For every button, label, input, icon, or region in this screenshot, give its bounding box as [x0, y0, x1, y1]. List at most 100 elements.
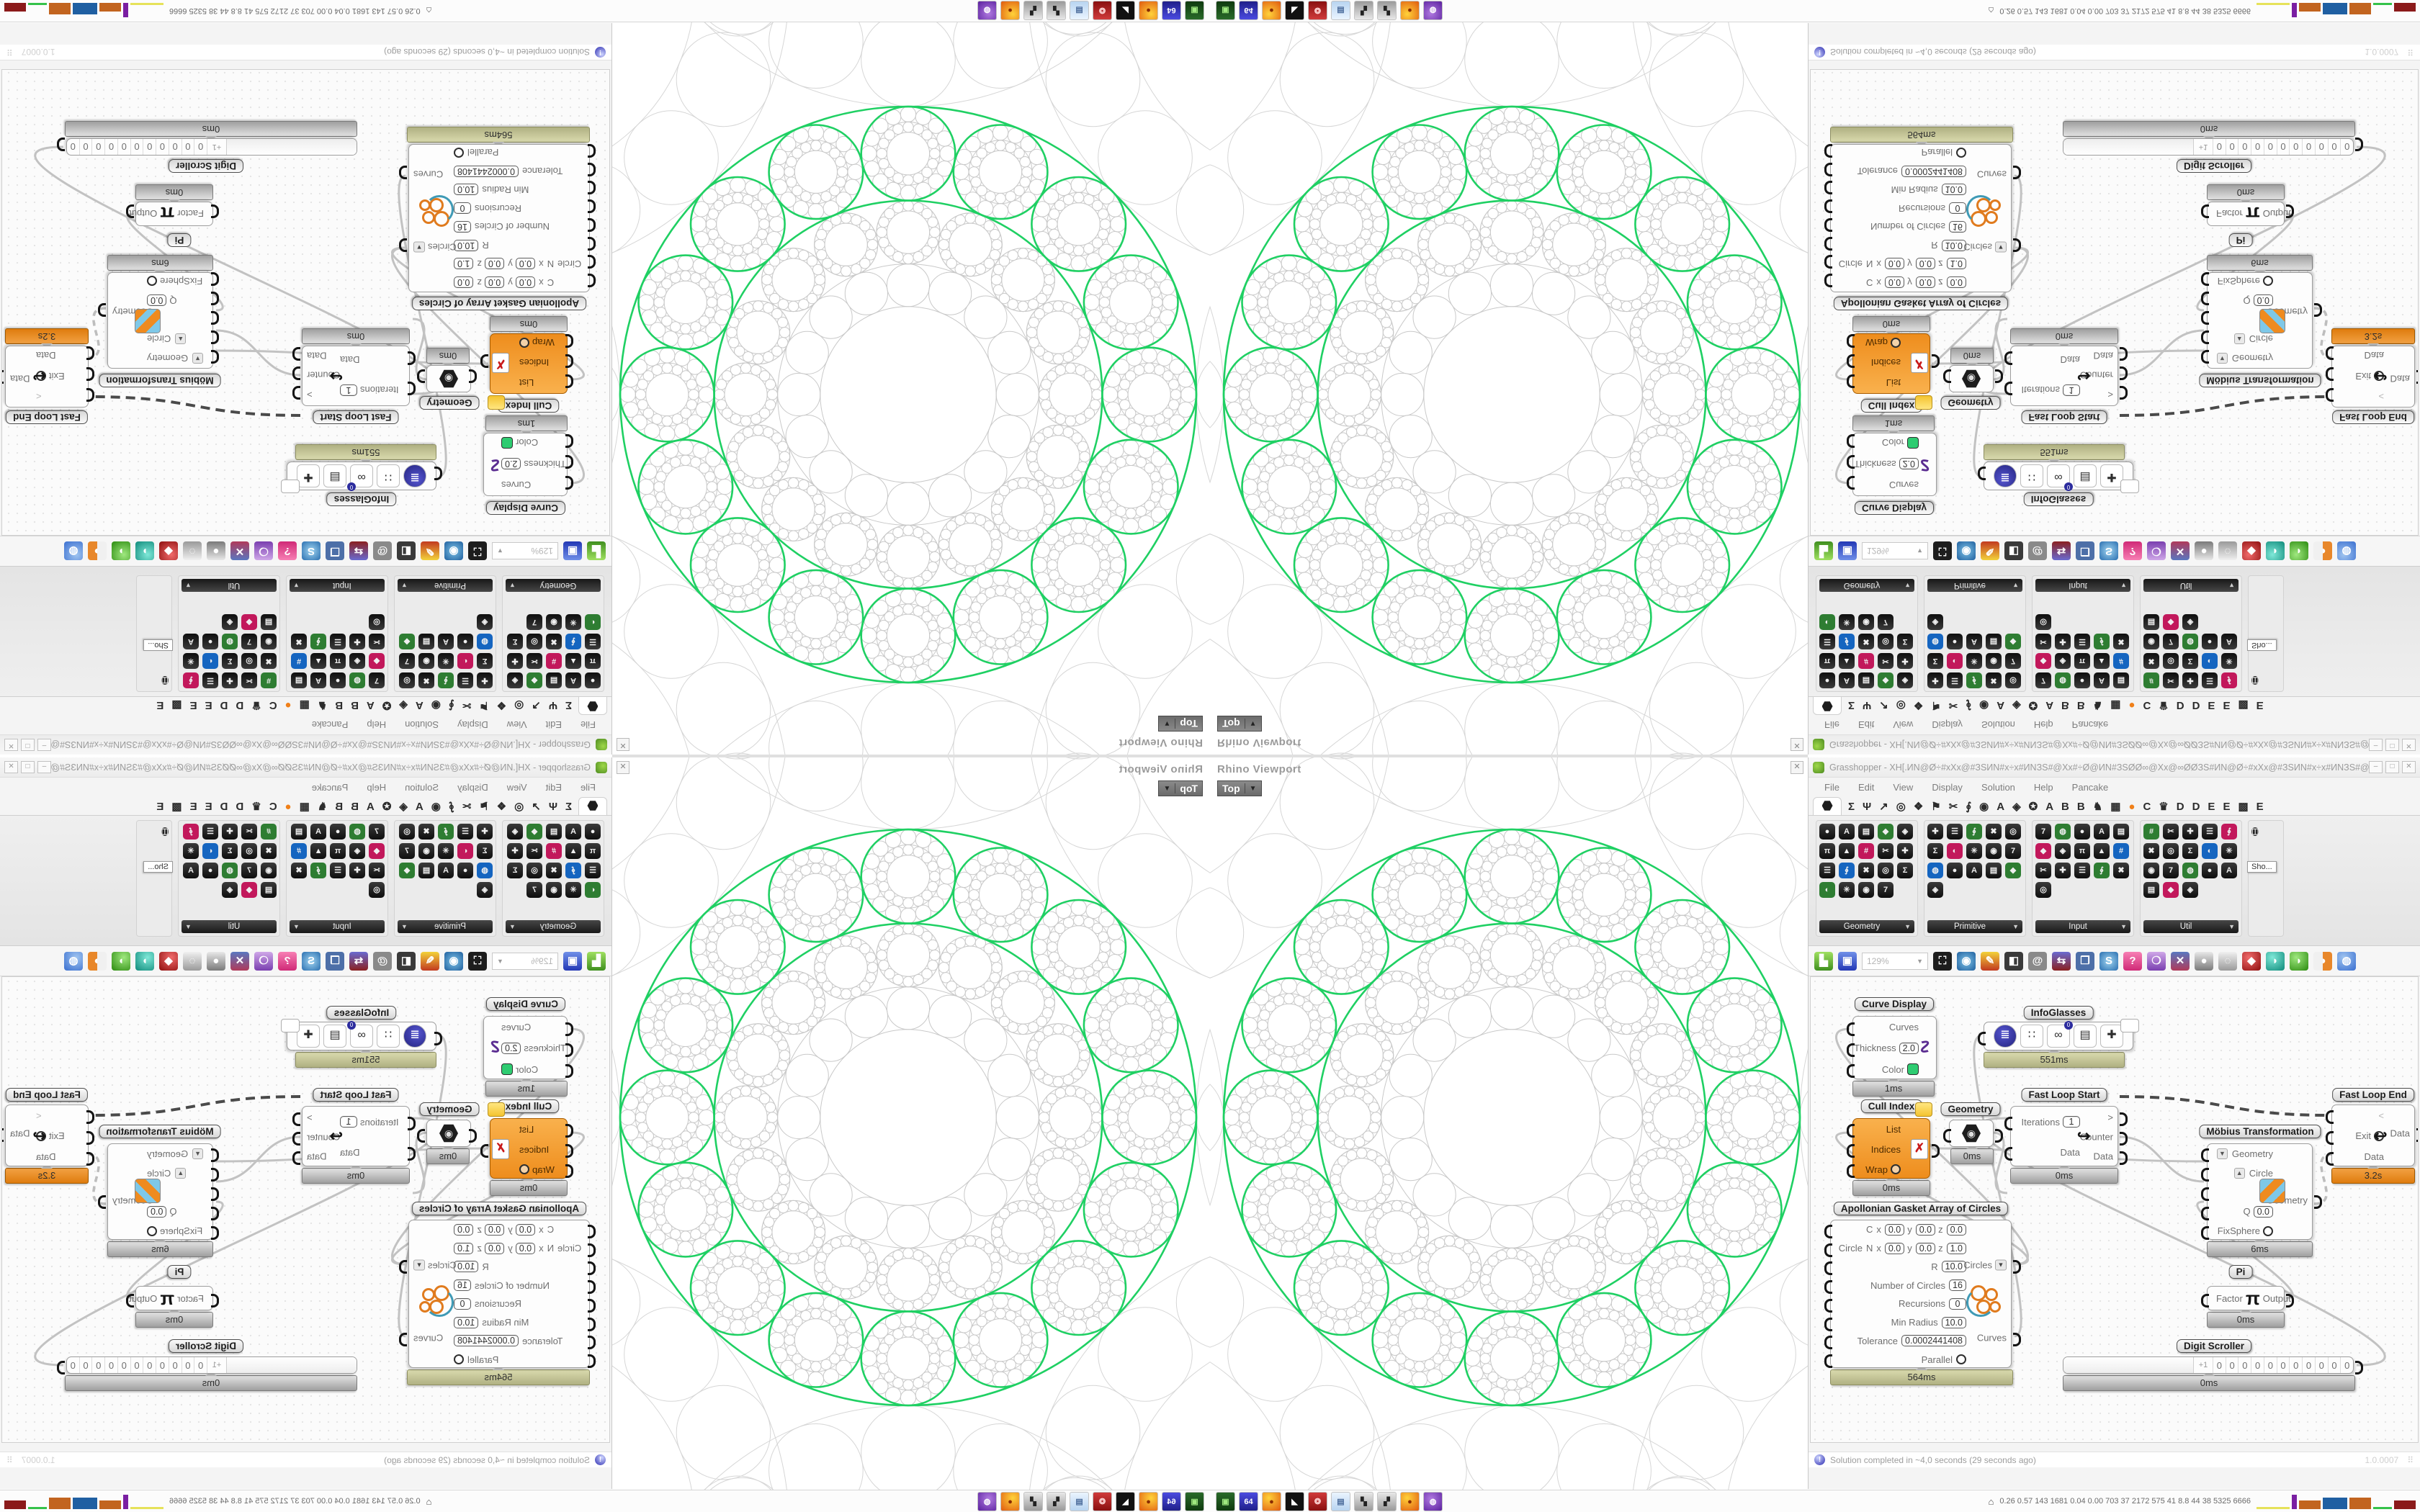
component-label-geometry-param[interactable]: Geometry [419, 396, 480, 410]
component-icon[interactable]: ✳ [183, 653, 199, 669]
palette-tab[interactable]: ✪ [382, 801, 392, 813]
input-hook[interactable] [2201, 311, 2209, 325]
palette-tab[interactable]: ♛ [251, 699, 261, 711]
palette-tab[interactable]: C [2143, 801, 2151, 813]
component-icon[interactable]: ● [330, 824, 346, 840]
component-label-cull-index[interactable]: Cull Index [1860, 399, 1922, 413]
goggles-icon[interactable]: ∞ 0 [347, 464, 373, 491]
palette-tab[interactable]: ▦ [299, 699, 310, 711]
open-file-icon[interactable]: ▙ [1814, 541, 1833, 561]
firefox-2-icon[interactable]: ● [1400, 1492, 1420, 1511]
palette-tab[interactable]: E [2256, 699, 2264, 711]
value-box[interactable]: 0.0 [484, 258, 505, 270]
component-icon[interactable]: ✂ [526, 653, 542, 669]
input-hook[interactable] [1847, 476, 1855, 490]
input-hook[interactable] [1943, 1129, 1951, 1143]
value-box[interactable]: 10.0 [1941, 184, 1966, 196]
scroller-digit[interactable]: 0 [2238, 139, 2251, 155]
component-label-mobius-transformation[interactable]: Möbius Transformation [99, 1125, 221, 1138]
draw-flame-icon[interactable]: ✎ [1981, 951, 1999, 971]
component-fast-loop-start[interactable]: Iterations 1 Data > Counter Data ↪ [2004, 1106, 2128, 1166]
component-label-infoglasses[interactable]: InfoGlasses [2023, 492, 2094, 506]
palette-tab[interactable]: ▦ [2110, 801, 2121, 813]
component-icon[interactable]: ◉ [418, 653, 434, 669]
component-icon[interactable]: ▲ [565, 843, 581, 859]
component-icon[interactable]: ▲ [1839, 653, 1855, 669]
component-icon[interactable]: 7 [369, 824, 385, 840]
value-box[interactable]: 0.0 [1946, 276, 1966, 289]
jewel-green-icon[interactable]: ◗ [112, 541, 130, 561]
component-icon[interactable]: ✳ [1966, 653, 1982, 669]
input-hook[interactable] [1847, 1022, 1855, 1036]
palette-tab[interactable]: D [2192, 699, 2200, 711]
input-hook[interactable] [2201, 272, 2209, 287]
tab-params[interactable] [578, 697, 607, 715]
scroller-track[interactable] [226, 139, 357, 155]
input-hook[interactable] [1847, 1043, 1855, 1057]
input-hook[interactable] [1824, 1280, 1832, 1295]
value-box[interactable]: 0.0002441408 [1901, 1335, 1966, 1347]
plugin-icon[interactable]: ✚ [297, 1025, 320, 1048]
component-icon[interactable]: ✳ [2221, 653, 2237, 669]
component-icon[interactable]: ∮ [2094, 863, 2110, 878]
menu-item-file[interactable]: File [1824, 781, 1839, 793]
component-icon[interactable]: A [1839, 824, 1855, 840]
component-icon[interactable]: ∮ [310, 863, 326, 878]
component-icon[interactable]: ◈ [507, 824, 523, 840]
palette-group-label[interactable]: Util ▼ [182, 579, 277, 592]
component-icon[interactable]: ✚ [507, 843, 523, 859]
palette-tab[interactable]: A [366, 699, 375, 711]
input-hook[interactable] [2201, 330, 2209, 344]
value-box[interactable]: 0.0 [1884, 258, 1905, 270]
value-box[interactable]: 0.0 [1884, 276, 1905, 289]
value-box[interactable]: 10.0 [454, 184, 479, 196]
wire[interactable] [215, 329, 301, 377]
wire[interactable] [1835, 246, 2029, 485]
component-icon[interactable]: ✚ [2182, 824, 2198, 840]
value-box[interactable]: 0.0 [147, 1205, 167, 1218]
component-icon[interactable]: ✖ [418, 672, 434, 688]
wire[interactable] [1991, 1131, 2008, 1194]
menu-item-pancake[interactable]: Pancake [311, 719, 349, 731]
palette-tab[interactable]: Ψ [1863, 699, 1872, 711]
output-hook[interactable] [399, 1259, 407, 1274]
maximize-button[interactable]: □ [21, 761, 35, 773]
component-icon[interactable]: ● [1947, 634, 1963, 649]
package-icon[interactable]: ? [2123, 951, 2142, 971]
component-icon[interactable]: ◫ [161, 676, 169, 685]
palette-group-label[interactable]: Util ▼ [2143, 920, 2238, 933]
notepad-icon[interactable]: ▤ [1331, 1492, 1350, 1511]
minimize-button[interactable]: – [2369, 739, 2383, 751]
component-icon[interactable]: ◐ [585, 882, 601, 898]
ghost-purple-icon[interactable]: ◍ [1423, 1492, 1443, 1511]
ghost-purple-icon[interactable]: ◍ [977, 1492, 997, 1511]
value-box[interactable]: 16 [1949, 1279, 1966, 1292]
value-box[interactable]: 0.0 [454, 1223, 474, 1236]
component-icon[interactable]: A [310, 824, 326, 840]
palette-tab[interactable]: A [2045, 801, 2054, 813]
palette-tab[interactable]: ◉ [1979, 699, 1989, 711]
wire[interactable] [2119, 1095, 2329, 1117]
component-icon[interactable]: ✖ [291, 863, 307, 878]
palette-tab[interactable]: E [2223, 699, 2231, 711]
scroller-digit[interactable]: 0 [143, 139, 157, 155]
red-grid-icon[interactable]: ❂ [1308, 1, 1327, 20]
component-icon[interactable]: ∮ [310, 634, 326, 649]
color-swatch[interactable] [501, 436, 513, 449]
value-box[interactable]: 0 [1949, 202, 1966, 215]
component-icon[interactable]: ✂ [369, 863, 385, 878]
input-hook[interactable] [1824, 1354, 1832, 1369]
input-hook[interactable] [2004, 1117, 2012, 1130]
jewel-teal-icon[interactable]: ◗ [2266, 541, 2285, 561]
notepad-icon[interactable]: ▤ [1070, 1492, 1089, 1511]
scroller-track[interactable] [2063, 1357, 2194, 1373]
component-icon[interactable]: ◐ [1819, 882, 1835, 898]
scroller-digit[interactable]: 0 [2225, 139, 2238, 155]
menu-item-edit[interactable]: Edit [1857, 719, 1875, 731]
graft-icon[interactable]: ▲ [2233, 1167, 2245, 1179]
toggle[interactable] [147, 276, 157, 287]
home-icon[interactable]: ⌂ [426, 1495, 432, 1507]
output-hook[interactable] [2355, 1361, 2363, 1374]
value-box[interactable]: 0 [454, 1297, 471, 1310]
